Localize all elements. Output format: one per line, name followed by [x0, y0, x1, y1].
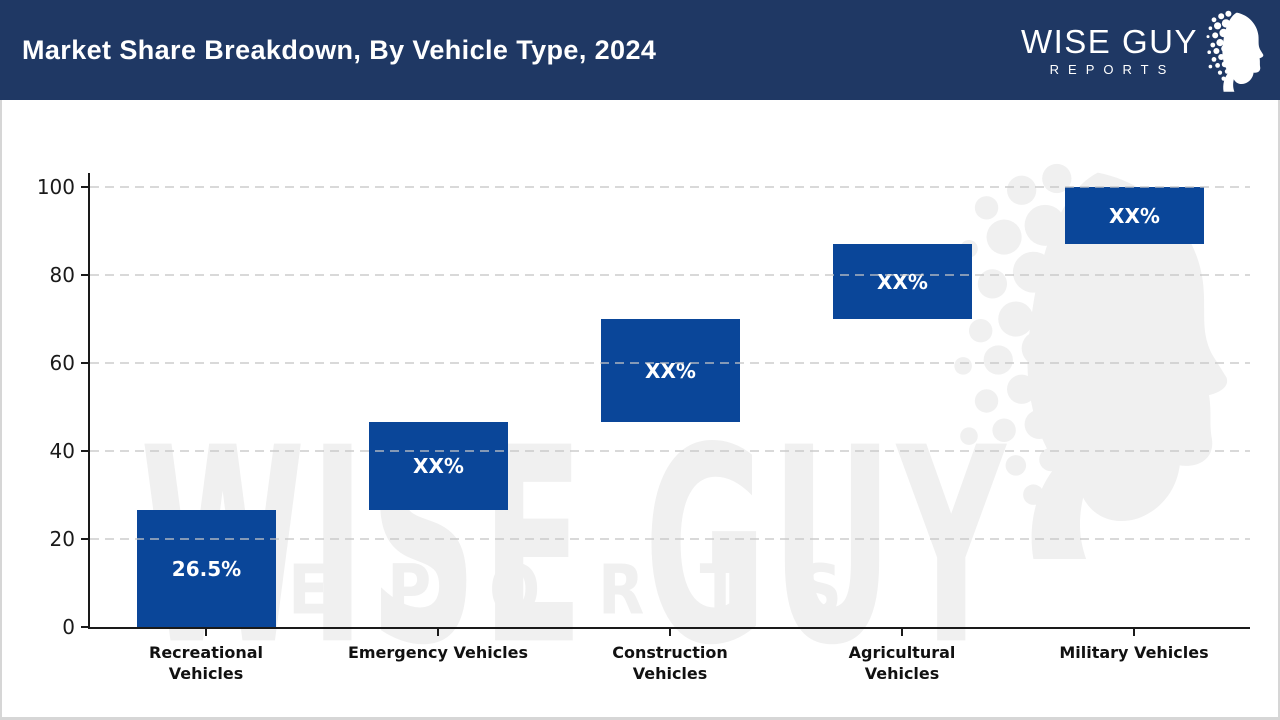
chart-area: WISE GUY REPORTS 0 20 40 60 80 100 26.5% Recrea… — [0, 100, 1280, 720]
y-tick-label: 40 — [49, 439, 75, 463]
y-tick-label: 100 — [36, 175, 75, 199]
x-axis-label: Recreational Vehicles — [149, 643, 263, 683]
logo-sub-text: REPORTS — [1049, 62, 1176, 78]
bar: XX% — [1065, 187, 1204, 244]
x-axis-label: Agricultural Vehicles — [848, 643, 956, 683]
x-tick — [437, 629, 439, 636]
y-tick — [81, 538, 88, 540]
page-title: Market Share Breakdown, By Vehicle Type,… — [22, 34, 657, 65]
watermark-text: WISE GUY — [140, 392, 1010, 706]
bar-value-label: 26.5% — [171, 556, 242, 581]
y-gridline — [90, 450, 1250, 452]
x-tick — [669, 629, 671, 636]
y-gridline — [90, 274, 1250, 276]
x-axis-label: Military Vehicles — [1059, 643, 1209, 662]
x-axis-label: Emergency Vehicles — [347, 643, 529, 662]
y-gridline — [90, 362, 1250, 364]
y-tick-label: 20 — [49, 527, 75, 551]
logo-wordmark: WISE GUY REPORTS — [1020, 22, 1198, 78]
bar: XX% — [601, 319, 740, 422]
watermark-face-icon — [949, 163, 1228, 560]
x-tick — [1133, 629, 1135, 636]
bar: 26.5% — [137, 510, 276, 627]
bar: XX% — [833, 244, 972, 319]
y-tick — [81, 362, 88, 364]
header-bar: Market Share Breakdown, By Vehicle Type,… — [0, 0, 1280, 100]
x-tick — [205, 629, 207, 636]
bar-value-label: XX% — [413, 454, 464, 478]
y-gridline — [90, 538, 1250, 540]
y-tick-label: 60 — [49, 351, 75, 375]
y-tick — [81, 450, 88, 452]
x-axis-line — [88, 627, 1250, 629]
bar-value-label: XX% — [1109, 203, 1160, 228]
wise-guy-logo: WISE GUY REPORTS — [1021, 8, 1268, 94]
bar-value-label: XX% — [877, 269, 928, 294]
y-tick — [81, 186, 88, 188]
bar: XX% — [369, 422, 508, 510]
x-axis-label: Construction Vehicles — [612, 643, 728, 683]
y-tick-label: 80 — [49, 263, 75, 287]
y-tick — [81, 626, 88, 628]
watermark-subtext: REPORTS — [184, 550, 900, 631]
logo-name-text: WISE GUY — [1020, 22, 1198, 60]
y-axis-line — [88, 173, 90, 627]
y-tick-label: 0 — [62, 615, 75, 639]
x-tick — [901, 629, 903, 636]
logo-face-icon — [1206, 10, 1264, 92]
y-gridline — [90, 186, 1250, 188]
y-tick — [81, 274, 88, 276]
